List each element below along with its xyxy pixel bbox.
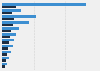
Bar — [2, 24, 13, 26]
Bar — [2, 18, 14, 20]
Bar — [2, 15, 36, 18]
Bar — [2, 57, 9, 59]
Bar — [2, 65, 5, 68]
Bar — [2, 41, 9, 44]
Bar — [2, 3, 86, 6]
Bar — [2, 63, 7, 65]
Bar — [2, 45, 13, 47]
Bar — [2, 12, 12, 14]
Bar — [2, 21, 29, 24]
Bar — [2, 59, 6, 62]
Bar — [2, 47, 8, 50]
Bar — [2, 6, 16, 8]
Bar — [2, 30, 11, 32]
Bar — [2, 51, 11, 53]
Bar — [2, 36, 10, 38]
Bar — [2, 33, 16, 36]
Bar — [2, 39, 14, 41]
Bar — [2, 27, 19, 30]
Bar — [2, 53, 7, 56]
Bar — [2, 9, 21, 12]
